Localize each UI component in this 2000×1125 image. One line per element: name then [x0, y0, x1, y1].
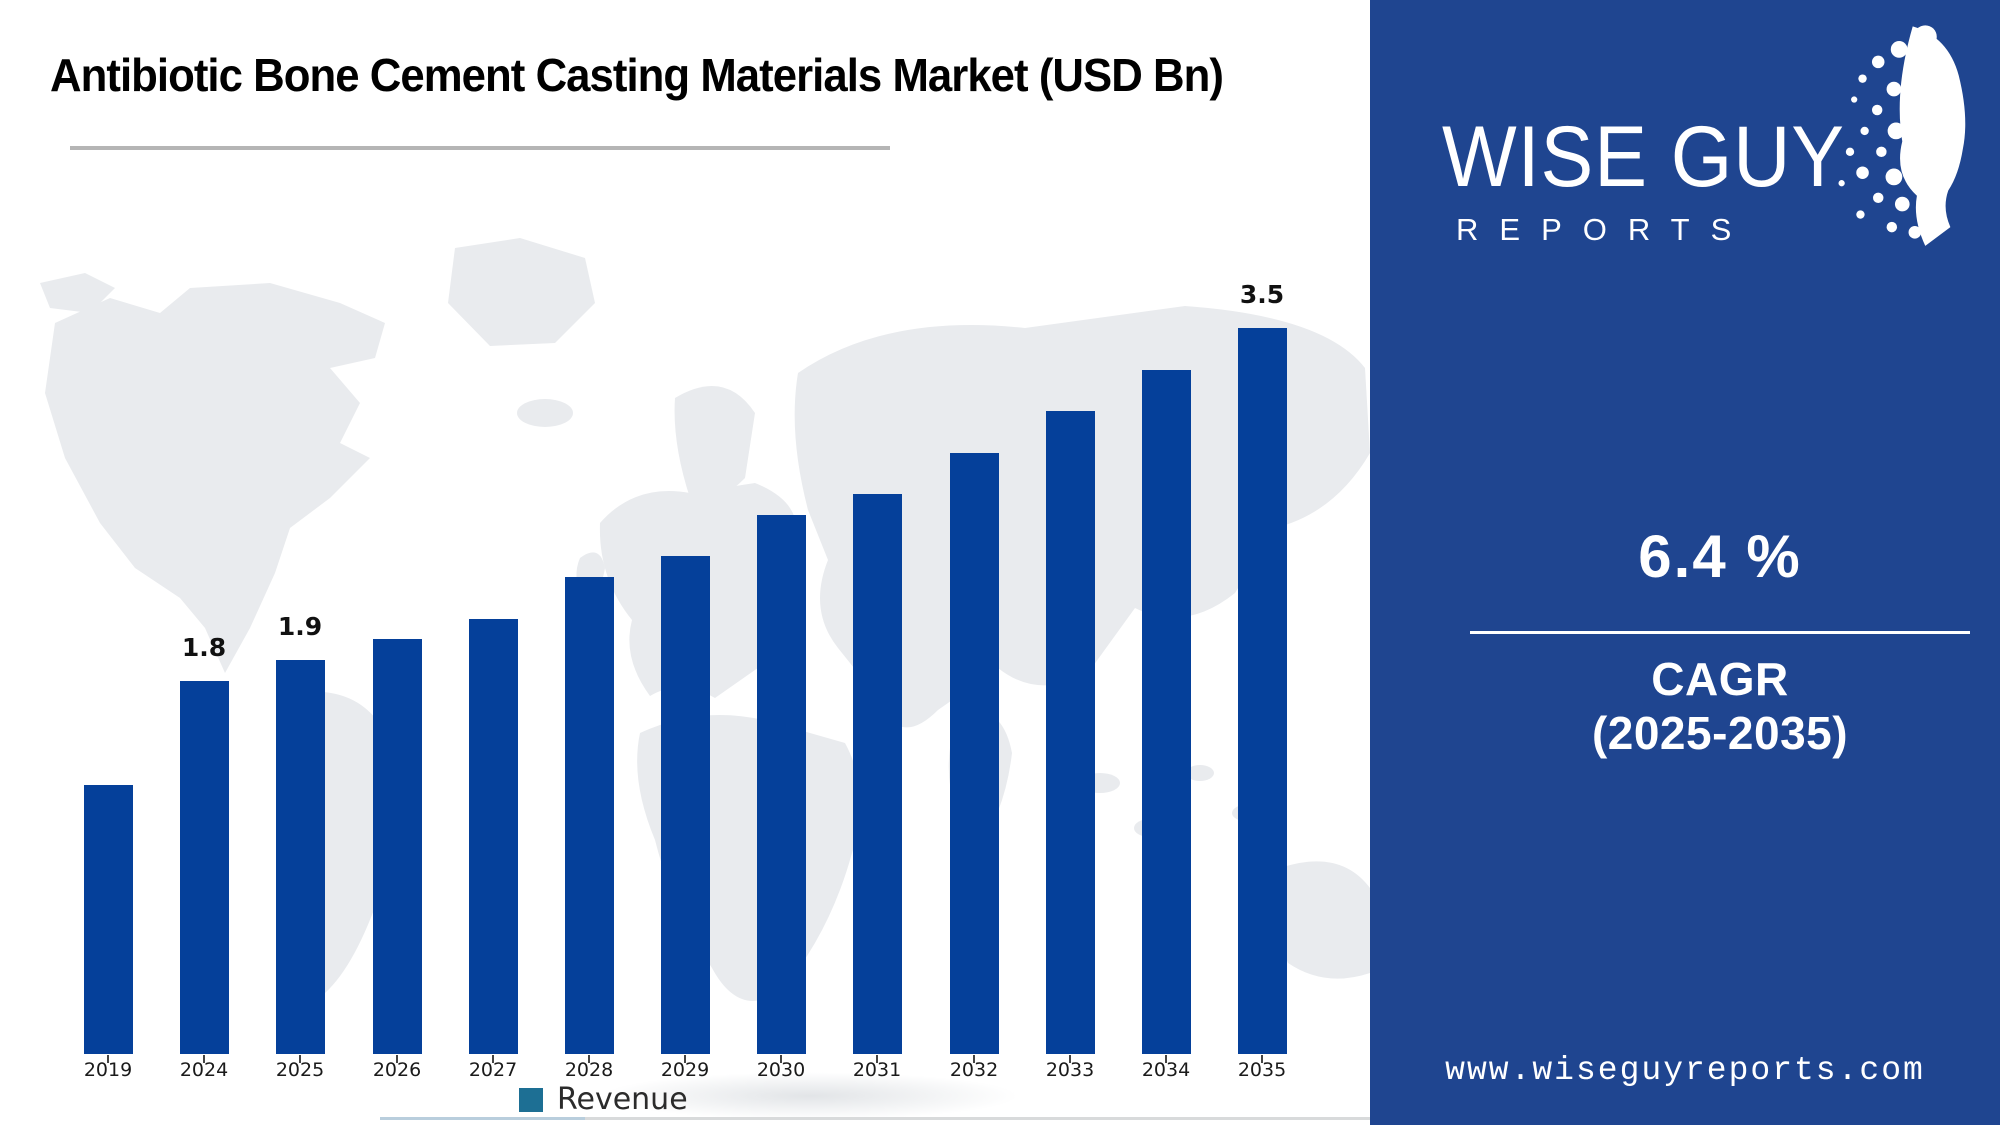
- bottom-border-segment-blue: [380, 1117, 585, 1120]
- axis-label-2024: 2024: [179, 1059, 229, 1081]
- stats-divider: [1470, 631, 1970, 634]
- logo-subtitle: REPORTS: [1456, 212, 1753, 247]
- map-iceland: [517, 399, 573, 427]
- bar-value-label-2024: 1.8: [181, 633, 227, 662]
- legend-swatch-revenue: [519, 1087, 543, 1112]
- axis-label-2026: 2026: [372, 1059, 422, 1081]
- axis-label-2019: 2019: [83, 1059, 133, 1081]
- logo-wordmark: WISE GUY: [1442, 109, 1846, 205]
- bar-2032: [949, 453, 999, 1054]
- axis-tick-2026: [396, 1055, 398, 1063]
- bar-value-label-2025: 1.9: [277, 612, 323, 641]
- title-underline: [70, 146, 890, 150]
- axis-tick-2032: [973, 1055, 975, 1063]
- bar-2024: [179, 681, 229, 1054]
- axis-tick-2028: [588, 1055, 590, 1063]
- map-alaska: [40, 273, 115, 313]
- map-island-3: [1186, 765, 1214, 781]
- bar-2031: [852, 494, 902, 1054]
- axis-label-2035: 2035: [1237, 1059, 1287, 1081]
- axis-label-2033: 2033: [1045, 1059, 1095, 1081]
- axis-tick-2034: [1165, 1055, 1167, 1063]
- axis-label-2028: 2028: [564, 1059, 614, 1081]
- bar-2028: [564, 577, 614, 1054]
- cagr-stats-block: 6.4 % CAGR (2025-2035): [1460, 522, 1980, 760]
- bar-2030: [756, 515, 806, 1054]
- bar-2026: [372, 639, 422, 1054]
- bar-2029: [660, 556, 710, 1054]
- axis-label-2030: 2030: [756, 1059, 806, 1081]
- axis-label-2025: 2025: [275, 1059, 325, 1081]
- map-greenland: [448, 238, 595, 346]
- axis-tick-2027: [492, 1055, 494, 1063]
- wise-guy-reports-logo: WISE GUY REPORTS: [1370, 0, 2000, 300]
- axis-label-2034: 2034: [1141, 1059, 1191, 1081]
- cagr-label-line2: (2025-2035): [1591, 707, 1849, 759]
- axis-tick-2025: [299, 1055, 301, 1063]
- axis-tick-2033: [1069, 1055, 1071, 1063]
- bar-value-label-2035: 3.5: [1239, 280, 1285, 309]
- axis-tick-2029: [684, 1055, 686, 1063]
- bar-2034: [1141, 370, 1191, 1054]
- axis-label-2031: 2031: [852, 1059, 902, 1081]
- axis-tick-2024: [203, 1055, 205, 1063]
- axis-label-2027: 2027: [468, 1059, 518, 1081]
- axis-tick-2030: [780, 1055, 782, 1063]
- bar-2027: [468, 619, 518, 1054]
- map-north-america: [45, 283, 385, 673]
- page-title: Antibiotic Bone Cement Casting Materials…: [50, 49, 1224, 101]
- legend-background-smudge: [600, 1072, 1020, 1120]
- map-scandinavia: [674, 386, 755, 503]
- legend-label-revenue: Revenue: [557, 1082, 688, 1117]
- bar-2033: [1045, 411, 1095, 1054]
- axis-tick-2019: [107, 1055, 109, 1063]
- bar-2019: [83, 785, 133, 1054]
- chart-legend: Revenue: [519, 1082, 688, 1117]
- cagr-label-line1: CAGR: [1651, 653, 1789, 705]
- website-link[interactable]: www.wiseguyreports.com: [1445, 1052, 1925, 1089]
- cagr-value: 6.4 %: [1638, 523, 1802, 590]
- axis-label-2029: 2029: [660, 1059, 710, 1081]
- brand-panel: WISE GUY REPORTS 6.4 % CAGR (2025-2035): [1370, 0, 2000, 1125]
- cagr-label: CAGR (2025-2035): [1460, 652, 1980, 760]
- map-australia: [1274, 861, 1370, 979]
- axis-label-2032: 2032: [949, 1059, 999, 1081]
- bottom-border-segment-gray: [585, 1117, 1370, 1120]
- bar-2025: [275, 660, 325, 1054]
- head-profile-icon: [1838, 25, 1966, 246]
- axis-tick-2035: [1261, 1055, 1263, 1063]
- axis-tick-2031: [876, 1055, 878, 1063]
- bar-2035: [1237, 328, 1287, 1054]
